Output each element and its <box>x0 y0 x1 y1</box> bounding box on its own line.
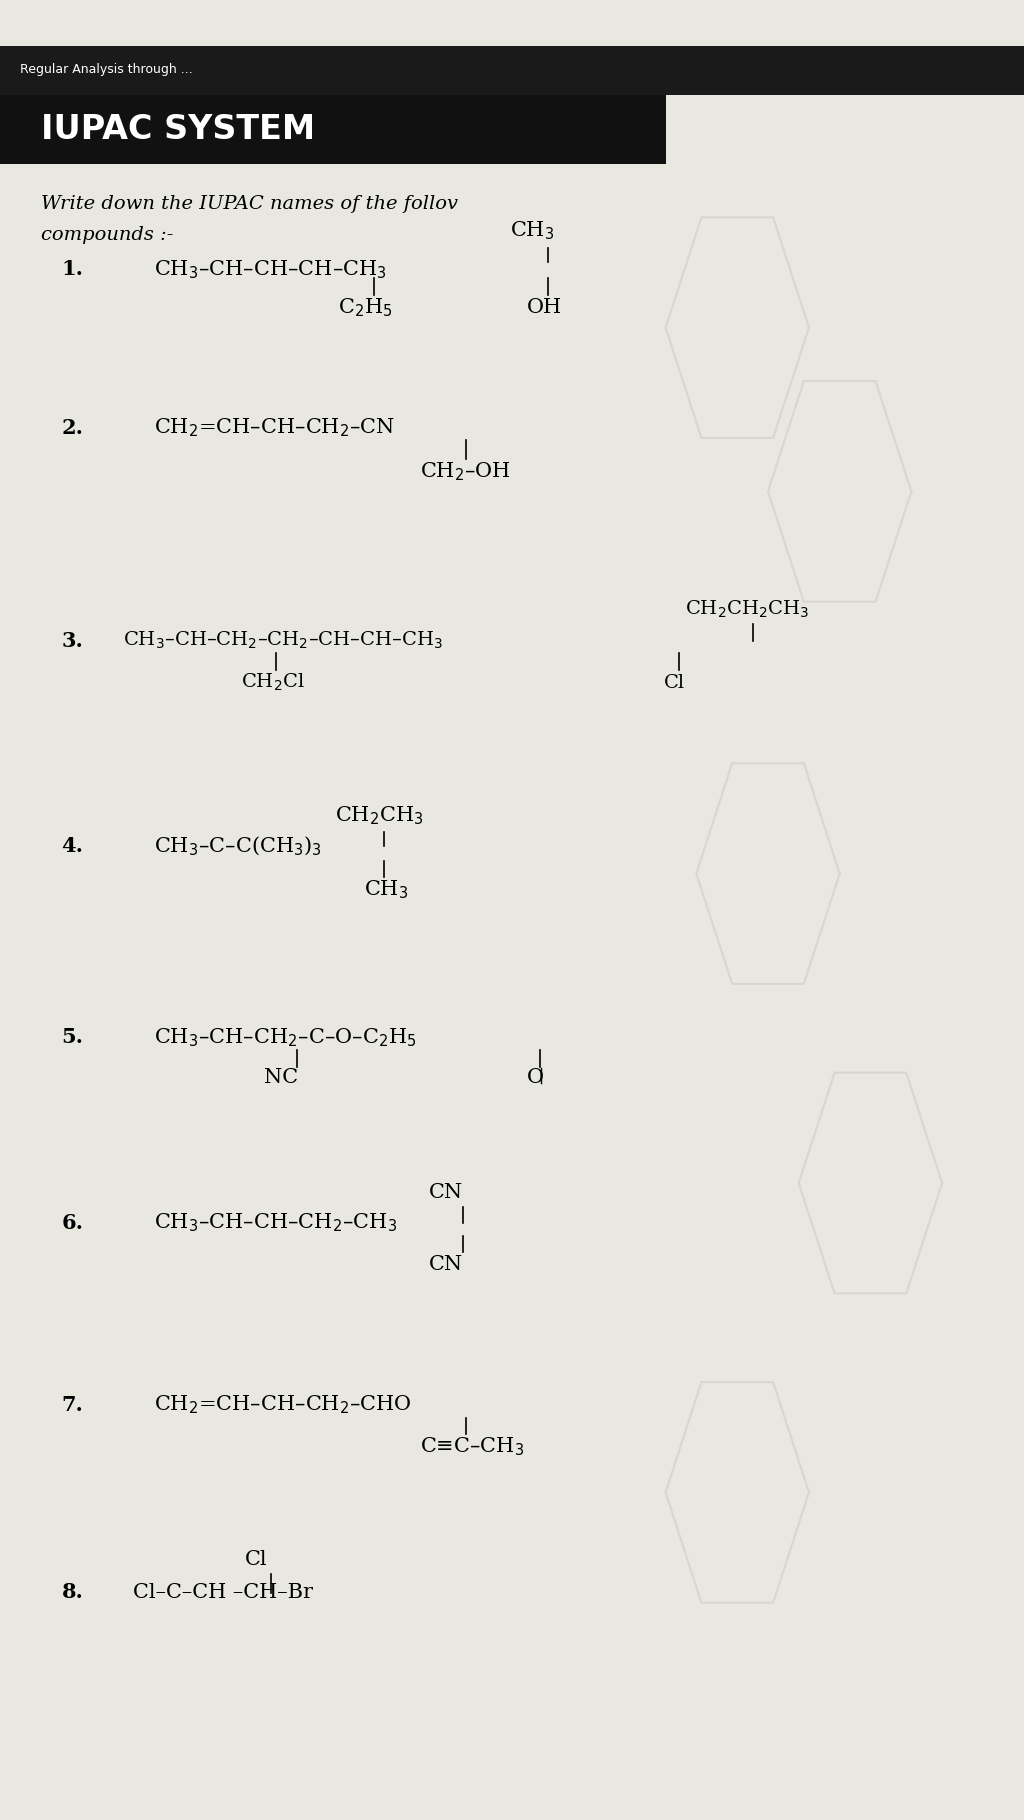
Text: 2.: 2. <box>61 419 83 437</box>
Text: 4.: 4. <box>61 837 83 855</box>
Text: compounds :-: compounds :- <box>41 226 173 244</box>
Text: 5.: 5. <box>61 1028 83 1046</box>
Text: CH$_2$Cl: CH$_2$Cl <box>241 672 304 693</box>
Text: O: O <box>527 1068 545 1087</box>
Text: CH$_3$: CH$_3$ <box>510 220 555 242</box>
Text: CH$_3$–C–C(CH$_3$)$_3$: CH$_3$–C–C(CH$_3$)$_3$ <box>154 835 322 857</box>
Text: CN: CN <box>428 1256 463 1274</box>
Text: Cl: Cl <box>245 1551 267 1569</box>
Text: CH$_2$CH$_3$: CH$_2$CH$_3$ <box>335 804 423 826</box>
Text: 6.: 6. <box>61 1214 83 1232</box>
FancyBboxPatch shape <box>0 95 666 164</box>
Text: CH$_3$–CH–CH$_2$–CH$_2$–CH–CH–CH$_3$: CH$_3$–CH–CH$_2$–CH$_2$–CH–CH–CH$_3$ <box>123 630 442 652</box>
Text: NC: NC <box>264 1068 298 1087</box>
Text: C$_2$H$_5$: C$_2$H$_5$ <box>338 297 392 318</box>
Text: C≡C–CH$_3$: C≡C–CH$_3$ <box>420 1436 524 1458</box>
FancyBboxPatch shape <box>666 95 1024 164</box>
Text: CH$_2$=CH–CH–CH$_2$–CN: CH$_2$=CH–CH–CH$_2$–CN <box>154 417 394 439</box>
Text: Cl: Cl <box>664 673 685 692</box>
Text: Cl–C–CH –CH–Br: Cl–C–CH –CH–Br <box>133 1583 313 1602</box>
Text: CH$_3$: CH$_3$ <box>364 879 408 901</box>
Text: CH$_2$=CH–CH–CH$_2$–CHO: CH$_2$=CH–CH–CH$_2$–CHO <box>154 1394 412 1416</box>
Text: Write down the IUPAC names of the follov: Write down the IUPAC names of the follov <box>41 195 458 213</box>
Text: 1.: 1. <box>61 260 83 278</box>
Text: CH$_2$–OH: CH$_2$–OH <box>420 460 511 482</box>
Text: CH$_3$–CH–CH–CH–CH$_3$: CH$_3$–CH–CH–CH–CH$_3$ <box>154 258 387 280</box>
Text: Regular Analysis through ...: Regular Analysis through ... <box>20 62 194 76</box>
Text: IUPAC SYSTEM: IUPAC SYSTEM <box>41 113 315 146</box>
Text: 7.: 7. <box>61 1396 83 1414</box>
Text: 3.: 3. <box>61 632 83 650</box>
Text: OH: OH <box>527 298 562 317</box>
Text: CH$_2$CH$_2$CH$_3$: CH$_2$CH$_2$CH$_3$ <box>685 599 810 621</box>
Text: CH$_3$–CH–CH$_2$–C–O–C$_2$H$_5$: CH$_3$–CH–CH$_2$–C–O–C$_2$H$_5$ <box>154 1026 416 1048</box>
Text: CH$_3$–CH–CH–CH$_2$–CH$_3$: CH$_3$–CH–CH–CH$_2$–CH$_3$ <box>154 1212 396 1234</box>
Text: CN: CN <box>428 1183 463 1201</box>
Text: 8.: 8. <box>61 1583 83 1602</box>
FancyBboxPatch shape <box>0 46 1024 100</box>
